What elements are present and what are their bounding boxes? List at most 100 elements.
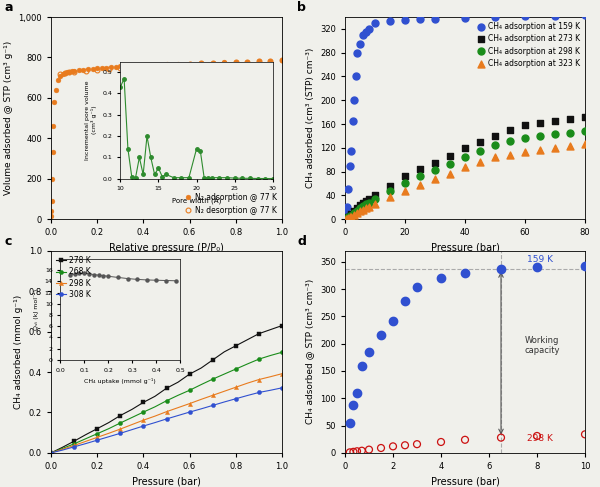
- 298 K: [244, 380, 251, 386]
- 268 K: [82, 436, 89, 442]
- CH₄ adsorption at 323 K: [361, 205, 371, 212]
- Point: [364, 446, 374, 453]
- CH₄ adsorption at 323 K: [341, 215, 350, 223]
- N₂ desorption @ 77 K: [71, 69, 78, 75]
- Y-axis label: CH₄ adsorbed (cm³ (STP) cm⁻³): CH₄ adsorbed (cm³ (STP) cm⁻³): [305, 48, 314, 188]
- 298 K: [209, 393, 216, 398]
- Point: [580, 431, 590, 438]
- 308 K: [94, 437, 101, 443]
- 298 K: [197, 396, 205, 402]
- Y-axis label: Volume adsorbed @ STP (cm³ g⁻¹): Volume adsorbed @ STP (cm³ g⁻¹): [4, 41, 13, 195]
- 268 K: [47, 450, 55, 456]
- 278 K: [244, 337, 251, 343]
- Point: [345, 419, 355, 427]
- N₂ adsorption @ 77 K: [98, 65, 106, 71]
- CH₄ adsorption at 298 K: [370, 195, 380, 203]
- N₂ adsorption @ 77 K: [55, 77, 62, 83]
- 298 K: [267, 374, 274, 380]
- Line: 268 K: 268 K: [49, 350, 284, 455]
- CH₄ adsorption at 298 K: [341, 215, 350, 223]
- CH₄ adsorption at 159 K: [385, 18, 395, 25]
- Text: 298 K: 298 K: [527, 434, 553, 443]
- 298 K: [105, 431, 112, 436]
- CH₄ adsorption at 323 K: [460, 163, 470, 171]
- 298 K: [140, 417, 147, 423]
- 298 K: [94, 434, 101, 440]
- N₂ adsorption @ 77 K: [85, 66, 92, 72]
- N₂ desorption @ 77 K: [278, 57, 286, 63]
- 278 K: [186, 371, 193, 377]
- CH₄ adsorption at 159 K: [343, 186, 353, 193]
- 278 K: [197, 365, 205, 371]
- Legend: N₂ adsorption @ 77 K, N₂ desorption @ 77 K: N₂ adsorption @ 77 K, N₂ desorption @ 77…: [180, 190, 280, 218]
- N₂ adsorption @ 77 K: [128, 63, 136, 69]
- CH₄ adsorption at 159 K: [430, 15, 440, 23]
- 298 K: [232, 384, 239, 390]
- CH₄ adsorption at 323 K: [415, 181, 425, 188]
- 308 K: [221, 399, 228, 405]
- 278 K: [82, 432, 89, 438]
- Point: [376, 332, 386, 339]
- CH₄ adsorption at 298 K: [361, 200, 371, 208]
- Line: 278 K: 278 K: [49, 323, 284, 455]
- 268 K: [94, 431, 101, 437]
- N₂ desorption @ 77 K: [197, 60, 205, 66]
- X-axis label: Pressure (bar): Pressure (bar): [431, 476, 499, 487]
- CH₄ adsorption at 273 K: [505, 126, 515, 134]
- Text: 159 K: 159 K: [527, 255, 553, 264]
- CH₄ adsorption at 273 K: [385, 182, 395, 190]
- Point: [460, 436, 470, 444]
- N₂ adsorption @ 77 K: [51, 99, 58, 105]
- N₂ adsorption @ 77 K: [151, 62, 158, 68]
- N₂ adsorption @ 77 K: [163, 61, 170, 67]
- CH₄ adsorption at 298 K: [415, 172, 425, 180]
- 308 K: [209, 402, 216, 408]
- Point: [580, 262, 590, 270]
- CH₄ adsorption at 298 K: [460, 153, 470, 161]
- 268 K: [267, 353, 274, 358]
- N₂ desorption @ 77 K: [94, 67, 101, 73]
- CH₄ adsorption at 159 K: [348, 117, 358, 125]
- 298 K: [117, 426, 124, 432]
- CH₄ adsorption at 298 K: [475, 147, 485, 155]
- 268 K: [278, 349, 286, 355]
- 278 K: [117, 412, 124, 418]
- CH₄ adsorption at 323 K: [385, 193, 395, 201]
- 278 K: [175, 379, 182, 385]
- N₂ adsorption @ 77 K: [232, 59, 239, 65]
- CH₄ adsorption at 298 K: [550, 130, 560, 138]
- 308 K: [71, 444, 78, 450]
- Legend: CH₄ adsorption at 159 K, CH₄ adsorption at 273 K, CH₄ adsorption at 298 K, CH₄ a: CH₄ adsorption at 159 K, CH₄ adsorption …: [475, 19, 583, 71]
- 308 K: [117, 431, 124, 436]
- CH₄ adsorption at 273 K: [355, 202, 365, 209]
- N₂ adsorption @ 77 K: [140, 62, 147, 68]
- N₂ desorption @ 77 K: [117, 65, 124, 71]
- Point: [388, 317, 398, 325]
- 308 K: [186, 409, 193, 415]
- N₂ adsorption @ 77 K: [112, 64, 119, 70]
- N₂ desorption @ 77 K: [221, 59, 228, 65]
- CH₄ adsorption at 273 K: [341, 215, 350, 223]
- Point: [400, 441, 410, 449]
- Point: [364, 348, 374, 356]
- CH₄ adsorption at 273 K: [358, 199, 368, 207]
- N₂ adsorption @ 77 K: [80, 67, 87, 73]
- 278 K: [163, 385, 170, 391]
- 268 K: [117, 420, 124, 426]
- 278 K: [267, 327, 274, 333]
- 268 K: [128, 414, 136, 420]
- CH₄ adsorption at 323 K: [565, 142, 575, 150]
- CH₄ adsorption at 323 K: [535, 146, 545, 153]
- CH₄ adsorption at 323 K: [550, 144, 560, 152]
- 308 K: [105, 434, 112, 440]
- CH₄ adsorption at 159 K: [350, 73, 360, 80]
- Point: [400, 297, 410, 305]
- 268 K: [175, 393, 182, 398]
- CH₄ adsorption at 323 K: [400, 187, 410, 194]
- CH₄ adsorption at 323 K: [580, 140, 590, 148]
- N₂ desorption @ 77 K: [128, 64, 136, 70]
- N₂ desorption @ 77 K: [186, 61, 193, 67]
- N₂ desorption @ 77 K: [232, 59, 239, 65]
- 308 K: [59, 447, 66, 453]
- CH₄ adsorption at 273 K: [364, 195, 374, 203]
